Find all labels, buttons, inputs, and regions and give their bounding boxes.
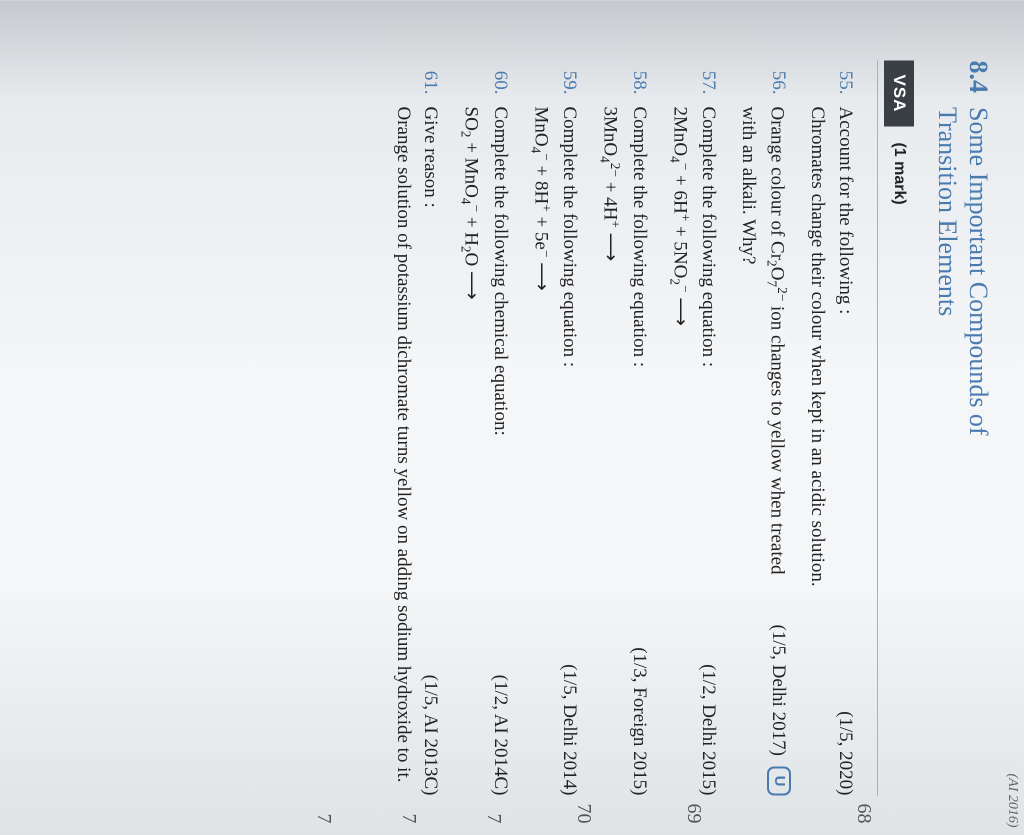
question-ref: (1/3, Foreign 2015) [625, 647, 653, 795]
question-body: (1/5, Delhi 2014)Complete the following … [526, 106, 583, 795]
question-body: (1/3, Foreign 2015)Complete the followin… [595, 106, 652, 795]
question-body: (1/5, 2020)Account for the following :Ch… [804, 106, 859, 795]
margin-number: 7 [484, 813, 504, 823]
question-body: (1/5, AI 2013C)Give reason :Orange solut… [389, 106, 444, 795]
question-number: 59. [526, 60, 583, 94]
question-number: 61. [389, 60, 444, 94]
question-body: (1/2, AI 2014C)Complete the following ch… [456, 106, 513, 795]
question-ref: (1/5, 2020) [831, 711, 859, 795]
rotated-page: (AI 2016) 8.4 Some Important Compounds o… [0, 0, 1024, 835]
question-body: (1/5, Delhi 2017) UOrange colour of Cr2O… [734, 106, 791, 795]
question-list: 55. (1/5, 2020)Account for the following … [389, 60, 858, 795]
vsa-row: VSA (1 mark) [877, 60, 914, 795]
question-item: 59. (1/5, Delhi 2014)Complete the followi… [526, 60, 583, 795]
question-item: 60. (1/2, AI 2014C)Complete the following… [456, 60, 513, 795]
margin-number: 7 [399, 813, 419, 823]
margin-number: 68 [854, 803, 874, 823]
question-number: 56. [734, 60, 791, 94]
question-ref: (1/2, Delhi 2015) [695, 664, 723, 795]
margin-number: 70 [574, 803, 594, 823]
question-ref: (1/2, AI 2014C) [486, 674, 514, 795]
section-title-line2: Transition Elements [933, 107, 962, 316]
section-heading: 8.4 Some Important Compounds of Transiti… [932, 60, 994, 795]
question-number: 57. [665, 60, 722, 94]
question-body: (1/2, Delhi 2015)Complete the following … [665, 106, 722, 795]
margin-number: 69 [684, 803, 704, 823]
corner-ref: (AI 2016) [1004, 773, 1020, 827]
u-badge: U [767, 766, 791, 795]
section-title-line1: Some Important Compounds of [964, 107, 993, 436]
question-ref: (1/5, AI 2013C) [417, 674, 445, 795]
page: (AI 2016) 8.4 Some Important Compounds o… [0, 0, 1024, 835]
question-item: 57. (1/2, Delhi 2015)Complete the followi… [665, 60, 722, 795]
section-title: Some Important Compounds of Transition E… [932, 107, 994, 436]
question-number: 60. [456, 60, 513, 94]
question-item: 55. (1/5, 2020)Account for the following … [804, 60, 859, 795]
question-item: 58. (1/3, Foreign 2015)Complete the follo… [595, 60, 652, 795]
question-ref: (1/5, Delhi 2014) [556, 664, 584, 795]
section-number: 8.4 [963, 60, 993, 93]
question-number: 55. [804, 60, 859, 94]
question-item: 61. (1/5, AI 2013C)Give reason :Orange so… [389, 60, 444, 795]
vsa-badge: VSA [884, 60, 914, 126]
margin-number: 7 [314, 813, 334, 823]
question-number: 58. [595, 60, 652, 94]
question-item: 56. (1/5, Delhi 2017) UOrange colour of C… [734, 60, 791, 795]
question-ref: (1/5, Delhi 2017) U [764, 624, 792, 795]
vsa-mark-label: (1 mark) [890, 142, 908, 204]
